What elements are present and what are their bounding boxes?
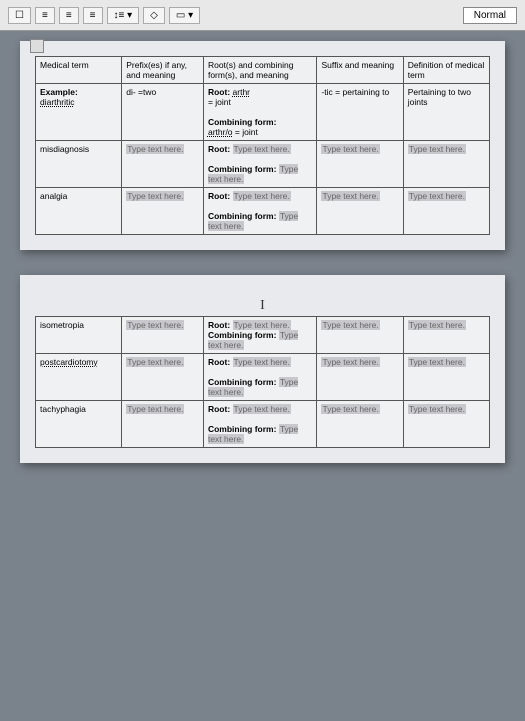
- placeholder-text: Type text here.: [321, 404, 379, 414]
- line-spacing-icon[interactable]: ↕≡ ▾: [107, 7, 140, 24]
- cell-definition[interactable]: Type text here.: [403, 188, 489, 235]
- cell-prefix[interactable]: Type text here.: [122, 188, 204, 235]
- placeholder-text: Type text here.: [408, 144, 466, 154]
- placeholder-text: Type text here.: [408, 191, 466, 201]
- toolbar: ☐ ≡ ≡ ≡ ↕≡ ▾ ◇ ▭ ▾ Normal: [0, 0, 525, 31]
- cell-definition[interactable]: Type text here.: [403, 317, 489, 354]
- cell-root[interactable]: Root: arthr = joint Combining form: arth…: [203, 84, 317, 141]
- align-center-icon[interactable]: ≡: [59, 7, 79, 24]
- cell-root[interactable]: Root: Type text here. Combining form: Ty…: [203, 354, 317, 401]
- header-medical-term: Medical term: [36, 57, 122, 84]
- placeholder-text: Type text here.: [126, 357, 184, 367]
- placeholder-text: Type text here.: [233, 320, 291, 330]
- combining-label: Combining form:: [208, 164, 276, 174]
- cell-prefix[interactable]: Type text here.: [122, 354, 204, 401]
- root-label: Root:: [208, 191, 230, 201]
- combining-label: Combining form:: [208, 117, 276, 127]
- placeholder-text: Type text here.: [408, 404, 466, 414]
- header-definition: Definition of medical term: [403, 57, 489, 84]
- placeholder-text: Type text here.: [233, 357, 291, 367]
- placeholder-text: Type text here.: [321, 191, 379, 201]
- placeholder-text: Type text here.: [321, 357, 379, 367]
- example-term: diarthritic: [40, 97, 74, 107]
- cell-term[interactable]: misdiagnosis: [36, 141, 122, 188]
- document-viewport: Medical term Prefix(es) if any, and mean…: [0, 31, 525, 721]
- placeholder-text: Type text here.: [408, 320, 466, 330]
- cell-definition[interactable]: Type text here.: [403, 354, 489, 401]
- toolbar-button[interactable]: ☐: [8, 7, 31, 24]
- table-row: Example: diarthritic di- =two Root: arth…: [36, 84, 490, 141]
- toolbar-button[interactable]: ▭ ▾: [169, 7, 200, 24]
- header-prefix: Prefix(es) if any, and meaning: [122, 57, 204, 84]
- cell-prefix[interactable]: di- =two: [122, 84, 204, 141]
- header-root: Root(s) and combining form(s), and meani…: [203, 57, 317, 84]
- placeholder-text: Type text here.: [408, 357, 466, 367]
- medical-terms-table: Medical term Prefix(es) if any, and mean…: [35, 56, 490, 235]
- placeholder-text: Type text here.: [233, 404, 291, 414]
- placeholder-text: Type text here.: [126, 320, 184, 330]
- cell-term[interactable]: tachyphagia: [36, 401, 122, 448]
- combining-label: Combining form:: [208, 424, 276, 434]
- table-row: analgia Type text here. Root: Type text …: [36, 188, 490, 235]
- align-left-icon[interactable]: ≡: [35, 7, 55, 24]
- root-label: Root:: [208, 357, 230, 367]
- cell-definition[interactable]: Type text here.: [403, 401, 489, 448]
- combining-value: arthr/o: [208, 127, 233, 137]
- combining-meaning: = joint: [235, 127, 258, 137]
- placeholder-text: Type text here.: [233, 144, 291, 154]
- example-label: Example:: [40, 87, 78, 97]
- table-row: misdiagnosis Type text here. Root: Type …: [36, 141, 490, 188]
- cell-suffix[interactable]: Type text here.: [317, 188, 403, 235]
- root-label: Root:: [208, 404, 230, 414]
- root-label: Root:: [208, 320, 230, 330]
- placeholder-text: Type text here.: [321, 144, 379, 154]
- placeholder-text: Type text here.: [126, 191, 184, 201]
- cell-suffix[interactable]: Type text here.: [317, 401, 403, 448]
- combining-label: Combining form:: [208, 377, 276, 387]
- cell-root[interactable]: Root: Type text here. Combining form: Ty…: [203, 401, 317, 448]
- root-value: arthr: [233, 87, 250, 97]
- cell-suffix[interactable]: Type text here.: [317, 141, 403, 188]
- page-1: Medical term Prefix(es) if any, and mean…: [20, 41, 505, 250]
- root-label: Root:: [208, 87, 230, 97]
- cell-root[interactable]: Root: Type text here. Combining form: Ty…: [203, 141, 317, 188]
- root-label: Root:: [208, 144, 230, 154]
- combining-label: Combining form:: [208, 330, 276, 340]
- placeholder-text: Type text here.: [321, 320, 379, 330]
- toolbar-button[interactable]: ◇: [143, 7, 165, 24]
- ruler-mark-icon: [30, 39, 44, 53]
- cell-definition[interactable]: Pertaining to two joints: [403, 84, 489, 141]
- cell-prefix[interactable]: Type text here.: [122, 401, 204, 448]
- term-text: postcardiotomy: [40, 357, 98, 367]
- placeholder-text: Type text here.: [233, 191, 291, 201]
- table-row: isometropia Type text here. Root: Type t…: [36, 317, 490, 354]
- cell-term[interactable]: postcardiotomy: [36, 354, 122, 401]
- text-cursor-icon: I: [35, 290, 490, 316]
- page-2: I isometropia Type text here. Root: Type…: [20, 275, 505, 463]
- cell-term[interactable]: isometropia: [36, 317, 122, 354]
- cell-suffix[interactable]: -tic = pertaining to: [317, 84, 403, 141]
- placeholder-text: Type text here.: [126, 404, 184, 414]
- cell-term[interactable]: analgia: [36, 188, 122, 235]
- header-suffix: Suffix and meaning: [317, 57, 403, 84]
- placeholder-text: Type text here.: [126, 144, 184, 154]
- root-meaning: = joint: [208, 97, 231, 107]
- cell-prefix[interactable]: Type text here.: [122, 317, 204, 354]
- cell-term[interactable]: Example: diarthritic: [36, 84, 122, 141]
- cell-definition[interactable]: Type text here.: [403, 141, 489, 188]
- align-right-icon[interactable]: ≡: [83, 7, 103, 24]
- style-normal-button[interactable]: Normal: [463, 7, 517, 24]
- combining-label: Combining form:: [208, 211, 276, 221]
- cell-root[interactable]: Root: Type text here. Combining form: Ty…: [203, 188, 317, 235]
- table-row: tachyphagia Type text here. Root: Type t…: [36, 401, 490, 448]
- table-row: postcardiotomy Type text here. Root: Typ…: [36, 354, 490, 401]
- cell-prefix[interactable]: Type text here.: [122, 141, 204, 188]
- cell-suffix[interactable]: Type text here.: [317, 317, 403, 354]
- cell-root[interactable]: Root: Type text here. Combining form: Ty…: [203, 317, 317, 354]
- table-header-row: Medical term Prefix(es) if any, and mean…: [36, 57, 490, 84]
- medical-terms-table-2: isometropia Type text here. Root: Type t…: [35, 316, 490, 448]
- cell-suffix[interactable]: Type text here.: [317, 354, 403, 401]
